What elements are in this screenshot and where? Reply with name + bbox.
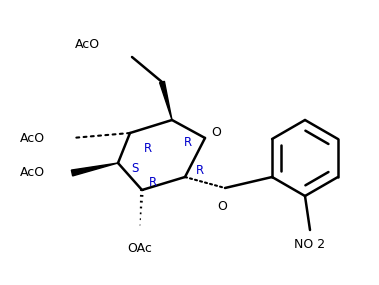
Text: AcO: AcO: [75, 38, 100, 52]
Polygon shape: [71, 163, 118, 176]
Text: O: O: [211, 125, 221, 139]
Text: S: S: [131, 162, 139, 174]
Text: AcO: AcO: [20, 131, 45, 144]
Text: NO 2: NO 2: [294, 238, 326, 251]
Text: AcO: AcO: [20, 166, 45, 180]
Text: R: R: [144, 141, 152, 154]
Text: R: R: [196, 164, 204, 176]
Text: O: O: [217, 200, 227, 213]
Text: R: R: [149, 176, 157, 190]
Text: R: R: [184, 137, 192, 150]
Polygon shape: [160, 81, 172, 120]
Text: OAc: OAc: [128, 242, 152, 255]
